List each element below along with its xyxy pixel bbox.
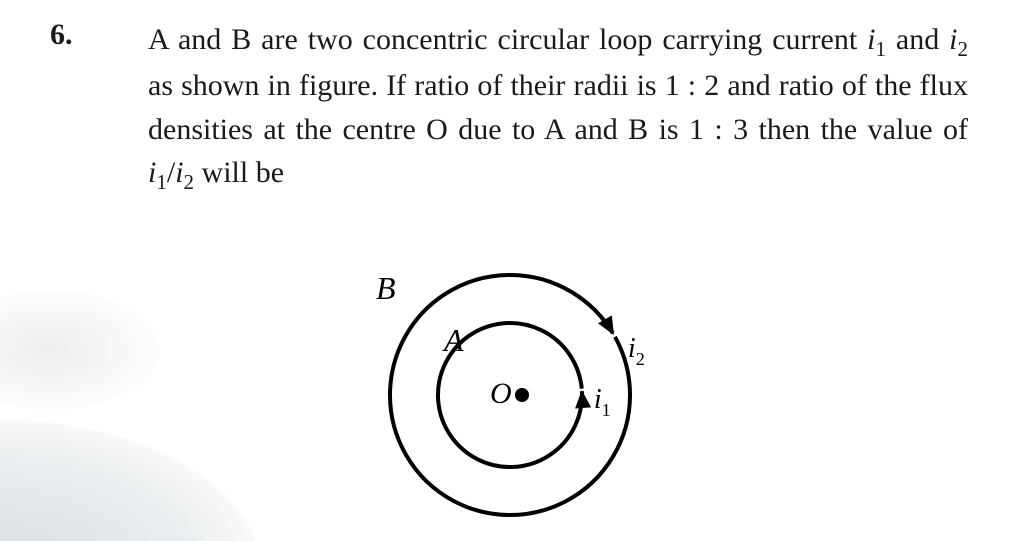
loop-a-label: A (442, 322, 464, 358)
question-text: A and B are two concentric circular loop… (148, 18, 968, 198)
text-segment: A and B are two concentric circular loop… (148, 23, 867, 56)
text-segment: will be (194, 156, 284, 189)
slash: / (167, 156, 175, 189)
i2-label: i2 (628, 333, 645, 369)
paper-smudge (0, 290, 160, 410)
question-number: 6. (50, 18, 73, 52)
var-i1-sub: 1 (875, 37, 886, 61)
i1-label: i1 (594, 384, 611, 420)
var-ratio-b: i (175, 156, 183, 189)
text-segment: as shown in figure. If ratio of their ra… (148, 69, 968, 146)
center-label: O (490, 377, 512, 410)
concentric-loops-diagram: OA Bi1 i2 (300, 255, 720, 535)
loop-b-label: B (376, 270, 396, 306)
center-dot (515, 388, 529, 402)
arrowhead-icon (575, 390, 591, 409)
var-i2: i (949, 23, 957, 56)
var-i2-sub: 2 (958, 37, 969, 61)
var-ratio-b-sub: 2 (184, 170, 195, 194)
text-segment: and (886, 23, 949, 56)
var-ratio-a-sub: 1 (156, 170, 167, 194)
page: 6. A and B are two concentric circular l… (0, 0, 1024, 541)
paper-smudge (0, 420, 260, 541)
